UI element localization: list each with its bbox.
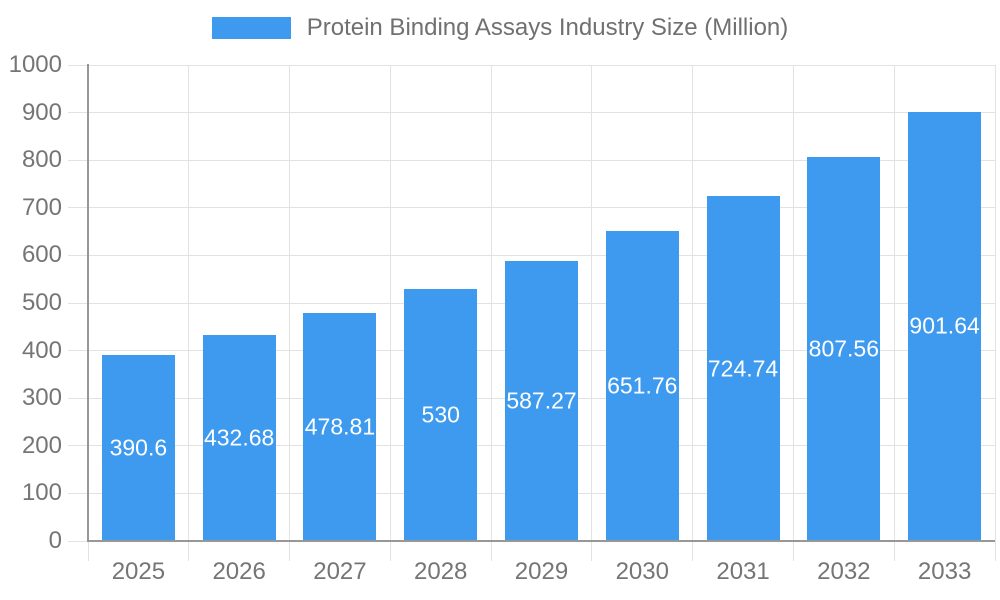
x-tick-label-2026: 2026 (212, 558, 266, 585)
y-tick-label: 200 (21, 431, 62, 459)
x-tick-label-2028: 2028 (414, 558, 468, 585)
y-axis-line (87, 64, 89, 541)
x-tick-label-2030: 2030 (615, 558, 669, 585)
x-gridline (188, 65, 190, 561)
legend: Protein Binding Assays Industry Size (Mi… (0, 14, 1000, 42)
y-gridline (68, 207, 995, 209)
bar-2032[interactable]: 807.56 (807, 156, 881, 541)
legend-item[interactable]: Protein Binding Assays Industry Size (Mi… (211, 14, 789, 42)
bar-value-label: 390.6 (109, 434, 168, 461)
bar-2029[interactable]: 587.27 (505, 261, 578, 541)
y-tick-label: 500 (21, 289, 62, 316)
x-axis-tick (87, 541, 89, 561)
x-gridline (994, 65, 996, 561)
x-tick-label-2029: 2029 (514, 558, 569, 585)
bar-2025[interactable]: 390.6 (101, 355, 175, 541)
bar-value-label: 478.81 (304, 413, 376, 440)
x-gridline (893, 65, 895, 561)
x-gridline (792, 65, 794, 561)
y-tick-label: 900 (21, 98, 62, 126)
y-gridline (68, 64, 995, 66)
legend-label: Protein Binding Assays Industry Size (Mi… (306, 14, 789, 41)
y-tick-label: 400 (21, 336, 62, 364)
x-gridline (692, 65, 694, 561)
x-axis-line (87, 540, 995, 542)
bar-2028[interactable]: 530 (404, 288, 478, 541)
bar-2027[interactable]: 478.81 (303, 313, 377, 541)
y-gridline (68, 112, 995, 114)
y-gridline (68, 254, 995, 256)
x-tick-label-2033: 2033 (917, 558, 972, 585)
bar-2026[interactable]: 432.68 (202, 335, 276, 541)
y-tick-label: 300 (21, 384, 62, 412)
x-tick-label-2025: 2025 (111, 558, 166, 585)
x-gridline (490, 65, 492, 561)
x-tick-label-2027: 2027 (313, 558, 367, 585)
x-tick-label-2031: 2031 (716, 558, 770, 585)
x-gridline (389, 65, 391, 561)
bar-value-label: 587.27 (506, 387, 577, 414)
bar-2033[interactable]: 901.64 (908, 111, 982, 541)
bar-value-label: 901.64 (909, 312, 980, 339)
y-tick-label: 600 (21, 241, 62, 269)
bar-2030[interactable]: 651.76 (605, 230, 679, 541)
y-tick-label: 800 (21, 146, 62, 174)
x-gridline (289, 65, 291, 561)
y-tick-label: 100 (21, 479, 62, 507)
y-gridline (68, 159, 995, 161)
bar-2031[interactable]: 724.74 (706, 196, 780, 541)
legend-swatch-icon (211, 17, 291, 39)
bar-value-label: 724.74 (707, 355, 779, 381)
y-tick-label: 1000 (8, 51, 62, 78)
x-gridline (591, 65, 593, 561)
bar-value-label: 807.56 (808, 335, 880, 362)
bar-value-label: 651.76 (607, 372, 678, 399)
bar-value-label: 432.68 (203, 424, 275, 451)
x-tick-label-2032: 2032 (817, 558, 871, 585)
bar-value-label: 530 (421, 401, 460, 428)
y-tick-label: 700 (21, 193, 62, 221)
y-tick-label: 0 (48, 527, 62, 554)
